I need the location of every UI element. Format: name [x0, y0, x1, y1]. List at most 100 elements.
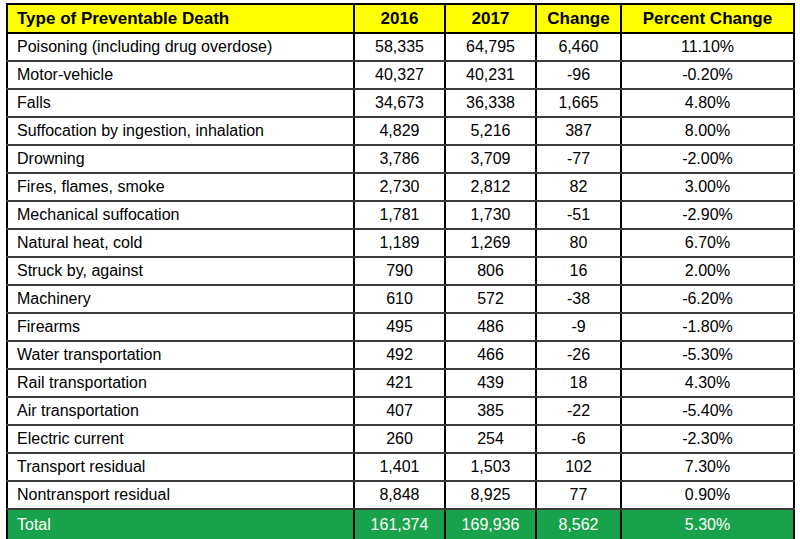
- percent-change-cell: 8.00%: [621, 117, 794, 145]
- row-label-cell: Mechanical suffocation: [7, 201, 354, 229]
- change-cell: -22: [536, 397, 621, 425]
- change-cell: 16: [536, 257, 621, 285]
- row-label-cell: Suffocation by ingestion, inhalation: [7, 117, 354, 145]
- value-2016-cell: 260: [354, 425, 445, 453]
- change-cell: 387: [536, 117, 621, 145]
- value-2016-cell: 40,327: [354, 61, 445, 89]
- table-row: Nontransport residual8,8488,925770.90%: [7, 481, 794, 509]
- value-2016-cell: 3,786: [354, 145, 445, 173]
- table-row: Firearms495486-9-1.80%: [7, 313, 794, 341]
- change-cell: -96: [536, 61, 621, 89]
- percent-change-cell: 11.10%: [621, 33, 794, 61]
- change-cell: 80: [536, 229, 621, 257]
- table-row: Mechanical suffocation1,7811,730-51-2.90…: [7, 201, 794, 229]
- value-2016-cell: 407: [354, 397, 445, 425]
- table-header-row: Type of Preventable Death20162017ChangeP…: [7, 4, 794, 33]
- percent-change-cell: -2.00%: [621, 145, 794, 173]
- value-2016-cell: 610: [354, 285, 445, 313]
- change-cell: 77: [536, 481, 621, 509]
- row-label-cell: Poisoning (including drug overdose): [7, 33, 354, 61]
- percent-change-cell: -2.30%: [621, 425, 794, 453]
- percent-change-cell: 4.30%: [621, 369, 794, 397]
- value-2016-cell: 34,673: [354, 89, 445, 117]
- change-cell: 82: [536, 173, 621, 201]
- row-label-cell: Fires, flames, smoke: [7, 173, 354, 201]
- percent-change-cell: 4.80%: [621, 89, 794, 117]
- percent-change-cell: 7.30%: [621, 453, 794, 481]
- change-cell: 18: [536, 369, 621, 397]
- change-cell: -77: [536, 145, 621, 173]
- row-label-cell: Firearms: [7, 313, 354, 341]
- value-2016-cell: 421: [354, 369, 445, 397]
- percent-change-cell: -5.40%: [621, 397, 794, 425]
- value-2017-cell: 64,795: [445, 33, 536, 61]
- table-header-row: Type of Preventable Death20162017ChangeP…: [7, 4, 794, 33]
- total-value-2017-cell: 169,936: [445, 509, 536, 539]
- percent-change-cell: -5.30%: [621, 341, 794, 369]
- column-header-change: Change: [536, 4, 621, 33]
- column-header-2016: 2016: [354, 4, 445, 33]
- value-2017-cell: 40,231: [445, 61, 536, 89]
- table-row: Natural heat, cold1,1891,269806.70%: [7, 229, 794, 257]
- change-cell: -9: [536, 313, 621, 341]
- value-2017-cell: 439: [445, 369, 536, 397]
- change-cell: -26: [536, 341, 621, 369]
- value-2017-cell: 2,812: [445, 173, 536, 201]
- row-label-cell: Water transportation: [7, 341, 354, 369]
- value-2017-cell: 36,338: [445, 89, 536, 117]
- table-row: Water transportation492466-26-5.30%: [7, 341, 794, 369]
- column-header-percent-change: Percent Change: [621, 4, 794, 33]
- total-row: Total161,374169,9368,5625.30%: [7, 509, 794, 539]
- value-2017-cell: 8,925: [445, 481, 536, 509]
- table-row: Fires, flames, smoke2,7302,812823.00%: [7, 173, 794, 201]
- row-label-cell: Electric current: [7, 425, 354, 453]
- table-row: Electric current260254-6-2.30%: [7, 425, 794, 453]
- percent-change-cell: -1.80%: [621, 313, 794, 341]
- row-label-cell: Natural heat, cold: [7, 229, 354, 257]
- value-2017-cell: 486: [445, 313, 536, 341]
- table-row: Struck by, against790806162.00%: [7, 257, 794, 285]
- change-cell: 1,665: [536, 89, 621, 117]
- table-row: Air transportation407385-22-5.40%: [7, 397, 794, 425]
- value-2017-cell: 385: [445, 397, 536, 425]
- table-row: Suffocation by ingestion, inhalation4,82…: [7, 117, 794, 145]
- row-label-cell: Motor-vehicle: [7, 61, 354, 89]
- percent-change-cell: 6.70%: [621, 229, 794, 257]
- value-2017-cell: 3,709: [445, 145, 536, 173]
- value-2016-cell: 4,829: [354, 117, 445, 145]
- value-2016-cell: 495: [354, 313, 445, 341]
- percent-change-cell: -0.20%: [621, 61, 794, 89]
- value-2017-cell: 1,503: [445, 453, 536, 481]
- value-2017-cell: 1,730: [445, 201, 536, 229]
- row-label-cell: Drowning: [7, 145, 354, 173]
- table-row: Transport residual1,4011,5031027.30%: [7, 453, 794, 481]
- change-cell: -6: [536, 425, 621, 453]
- total-value-2016-cell: 161,374: [354, 509, 445, 539]
- preventable-deaths-table: Type of Preventable Death20162017ChangeP…: [6, 3, 795, 539]
- value-2017-cell: 572: [445, 285, 536, 313]
- change-cell: 6,460: [536, 33, 621, 61]
- total-change-cell: 8,562: [536, 509, 621, 539]
- percent-change-cell: 0.90%: [621, 481, 794, 509]
- value-2016-cell: 492: [354, 341, 445, 369]
- value-2017-cell: 254: [445, 425, 536, 453]
- value-2017-cell: 806: [445, 257, 536, 285]
- change-cell: -51: [536, 201, 621, 229]
- percent-change-cell: 3.00%: [621, 173, 794, 201]
- value-2016-cell: 2,730: [354, 173, 445, 201]
- change-cell: 102: [536, 453, 621, 481]
- value-2017-cell: 1,269: [445, 229, 536, 257]
- value-2016-cell: 1,781: [354, 201, 445, 229]
- total-label-cell: Total: [7, 509, 354, 539]
- row-label-cell: Nontransport residual: [7, 481, 354, 509]
- value-2016-cell: 1,189: [354, 229, 445, 257]
- total-percent-change-cell: 5.30%: [621, 509, 794, 539]
- value-2017-cell: 466: [445, 341, 536, 369]
- row-label-cell: Struck by, against: [7, 257, 354, 285]
- row-label-cell: Falls: [7, 89, 354, 117]
- value-2016-cell: 790: [354, 257, 445, 285]
- table-row: Motor-vehicle40,32740,231-96-0.20%: [7, 61, 794, 89]
- value-2016-cell: 8,848: [354, 481, 445, 509]
- table-row: Drowning3,7863,709-77-2.00%: [7, 145, 794, 173]
- row-label-cell: Transport residual: [7, 453, 354, 481]
